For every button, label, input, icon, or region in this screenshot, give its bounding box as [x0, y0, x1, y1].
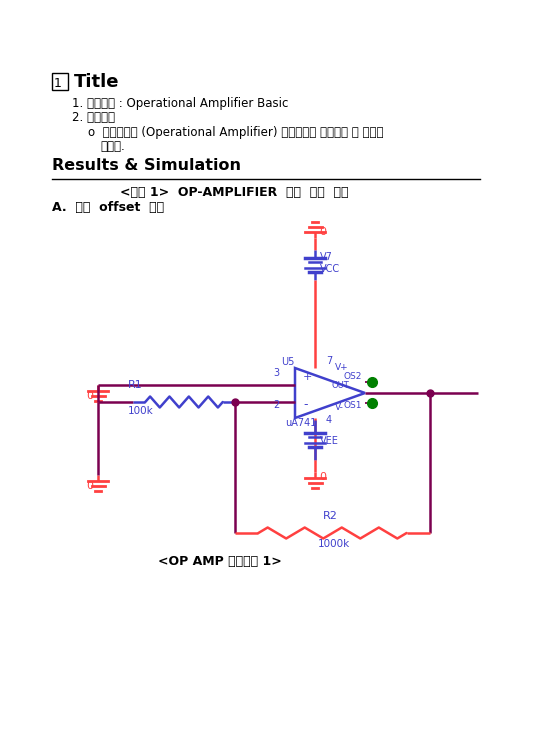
- Text: OS2: OS2: [344, 372, 362, 381]
- Text: <실험 1>  OP-AMPLIFIER  기본  특성  실험: <실험 1> OP-AMPLIFIER 기본 특성 실험: [120, 186, 349, 199]
- Text: 1: 1: [54, 77, 62, 90]
- Text: 0: 0: [319, 227, 326, 237]
- Text: 1000k: 1000k: [318, 539, 350, 549]
- Text: U5: U5: [281, 357, 294, 367]
- Text: A.  입력  offset  실험: A. 입력 offset 실험: [52, 201, 164, 214]
- Text: OS1: OS1: [344, 401, 362, 410]
- Text: 3: 3: [273, 368, 279, 378]
- Text: Title: Title: [74, 73, 119, 91]
- Text: 0: 0: [86, 391, 93, 401]
- Text: -: -: [303, 398, 308, 411]
- Text: OUT: OUT: [331, 381, 349, 390]
- Text: 4: 4: [326, 415, 332, 425]
- Text: 1. 실험제목 : Operational Amplifier Basic: 1. 실험제목 : Operational Amplifier Basic: [72, 97, 288, 110]
- Text: V7: V7: [320, 252, 333, 262]
- Text: Results & Simulation: Results & Simulation: [52, 158, 241, 173]
- Text: 0: 0: [86, 481, 93, 491]
- Text: 정한다.: 정한다.: [100, 140, 125, 153]
- Text: +: +: [303, 372, 312, 382]
- Text: V+: V+: [335, 363, 349, 372]
- Text: R2: R2: [322, 511, 337, 521]
- Text: 2: 2: [273, 400, 279, 410]
- Text: 100k: 100k: [128, 406, 154, 416]
- Text: 2. 실험목적: 2. 실험목적: [72, 111, 115, 124]
- Text: o  연산증폭기 (Operational Amplifier) 동작원리를 이해하고 그 특성을: o 연산증폭기 (Operational Amplifier) 동작원리를 이해…: [88, 126, 384, 139]
- Text: R1: R1: [128, 380, 143, 390]
- Bar: [52, 73, 68, 90]
- Text: uA741: uA741: [285, 418, 317, 428]
- Text: 7: 7: [326, 356, 332, 366]
- Text: V-: V-: [335, 403, 344, 412]
- Text: VEE: VEE: [320, 436, 339, 446]
- Text: <OP AMP 실험회로 1>: <OP AMP 실험회로 1>: [158, 555, 282, 568]
- Text: VCC: VCC: [320, 264, 340, 274]
- Text: 6: 6: [367, 378, 373, 388]
- Text: 0: 0: [319, 472, 326, 482]
